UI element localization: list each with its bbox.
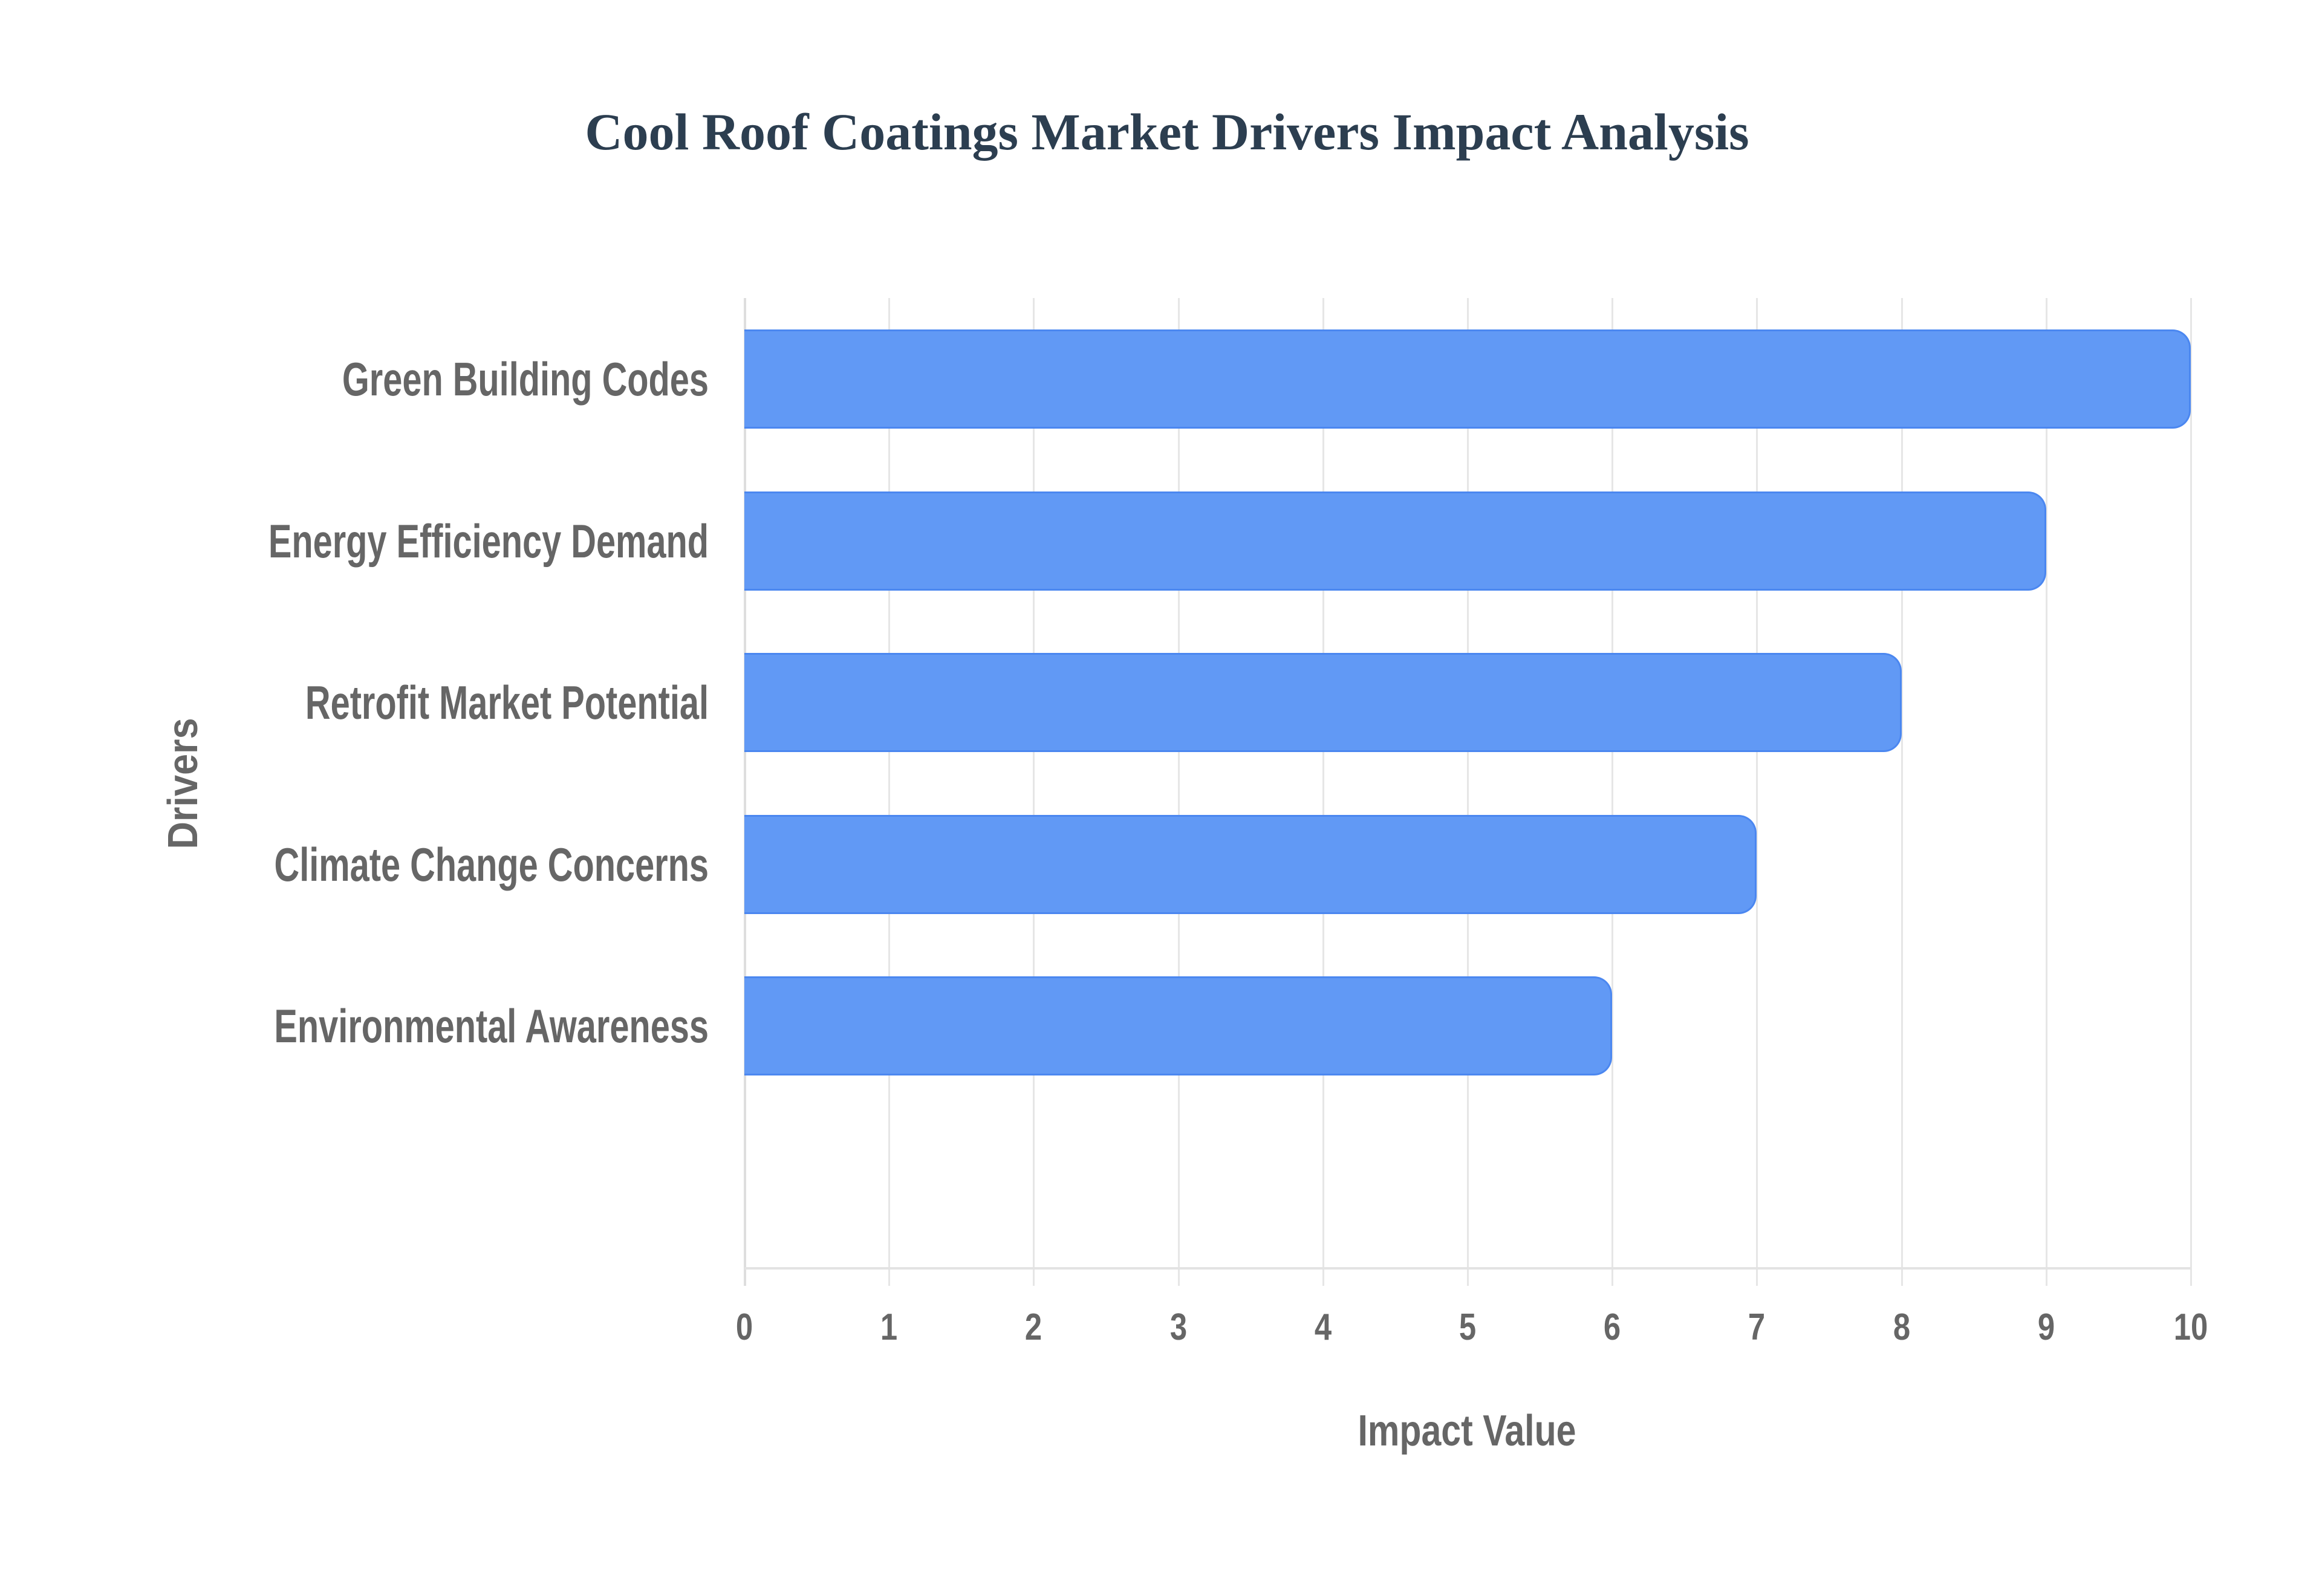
chart-title: Cool Roof Coatings Market Drivers Impact… (585, 103, 1749, 161)
bar[interactable] (744, 653, 1902, 752)
x-tick-label: 7 (1748, 1306, 1766, 1348)
bar[interactable] (744, 976, 1613, 1075)
x-tick-label: 9 (2037, 1306, 2055, 1348)
gridline (1901, 298, 1903, 1286)
gridline (1756, 298, 1758, 1286)
y-axis-title: Drivers (159, 718, 206, 849)
gridline (888, 298, 891, 1286)
gridline (1322, 298, 1324, 1286)
x-axis-line (744, 1267, 2191, 1270)
y-category-label: Energy Efficiency Demand (268, 514, 709, 568)
x-tick-label: 10 (2173, 1306, 2208, 1348)
y-category-label: Environmental Awareness (274, 999, 709, 1053)
x-tick-label: 8 (1893, 1306, 1910, 1348)
gridline (1033, 298, 1035, 1286)
gridline (1177, 298, 1180, 1286)
x-tick-label: 5 (1459, 1306, 1477, 1348)
plot-area: 0 1 2 3 4 5 6 7 8 9 10 (736, 298, 2208, 1348)
y-axis-line (744, 298, 746, 1286)
gridline (2045, 298, 2047, 1286)
x-tick-label: 0 (735, 1306, 753, 1348)
bar[interactable] (744, 329, 2191, 429)
x-tick-label: 6 (1604, 1306, 1621, 1348)
gridline (2190, 298, 2192, 1286)
bar[interactable] (744, 491, 2046, 591)
y-category-label: Green Building Codes (342, 352, 709, 406)
y-category-label: Retrofit Market Potential (305, 676, 709, 729)
bar[interactable] (744, 814, 1757, 914)
x-tick-label: 1 (880, 1306, 898, 1348)
x-tick-label: 4 (1314, 1306, 1332, 1348)
gridline (1611, 298, 1614, 1286)
gridline (1467, 298, 1469, 1286)
x-tick-label: 2 (1025, 1306, 1042, 1348)
x-axis-title: Impact Value (1358, 1407, 1576, 1455)
x-tick-label: 3 (1169, 1306, 1187, 1348)
y-category-label: Climate Change Concerns (274, 837, 709, 891)
